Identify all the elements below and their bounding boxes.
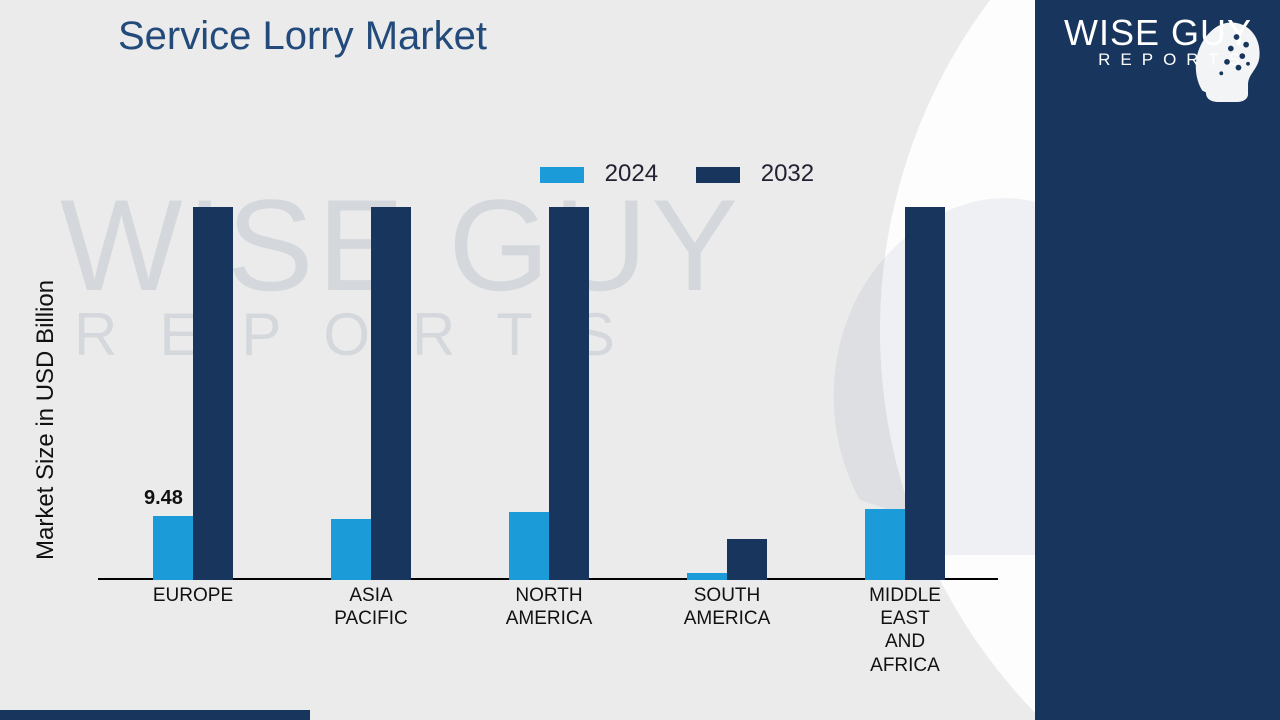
- chart-stage: WISE GUY REPORTS WISE GUY REPORTS Servic…: [0, 0, 1280, 720]
- bar-2032: [727, 539, 767, 580]
- legend-item-2032: 2032: [696, 160, 814, 188]
- category-label: NORTHAMERICA: [474, 584, 624, 630]
- y-axis-label: Market Size in USD Billion: [32, 280, 60, 560]
- legend-item-2024: 2024: [540, 160, 658, 188]
- legend-swatch-2024: [540, 167, 584, 183]
- bar-group: 9.48: [118, 207, 268, 580]
- bar-2024: [331, 519, 371, 580]
- bar-2032: [905, 207, 945, 580]
- bar-2024: [865, 509, 905, 580]
- bar-2024: [509, 512, 549, 580]
- chart-title: Service Lorry Market: [118, 14, 487, 59]
- bar-group: [830, 207, 980, 580]
- legend-label-2024: 2024: [605, 160, 658, 187]
- bar-group: [296, 207, 446, 580]
- bar-2024: [687, 573, 727, 580]
- bar-2032: [371, 207, 411, 580]
- legend: 2024 2032: [540, 160, 814, 188]
- category-label: SOUTHAMERICA: [652, 584, 802, 630]
- footer-accent: [0, 710, 310, 720]
- bar-group: [652, 539, 802, 580]
- bar-2024: [153, 516, 193, 580]
- category-label: ASIAPACIFIC: [296, 584, 446, 630]
- chart-plot-area: 9.48: [98, 200, 998, 580]
- bar-2032: [193, 207, 233, 580]
- category-label: EUROPE: [118, 584, 268, 607]
- category-label: MIDDLEEASTANDAFRICA: [830, 584, 980, 677]
- legend-label-2032: 2032: [761, 160, 814, 187]
- bar-value-label: 9.48: [144, 487, 183, 510]
- bar-2032: [549, 207, 589, 580]
- legend-swatch-2032: [696, 167, 740, 183]
- bar-group: [474, 207, 624, 580]
- brand-head-icon: [1188, 16, 1266, 102]
